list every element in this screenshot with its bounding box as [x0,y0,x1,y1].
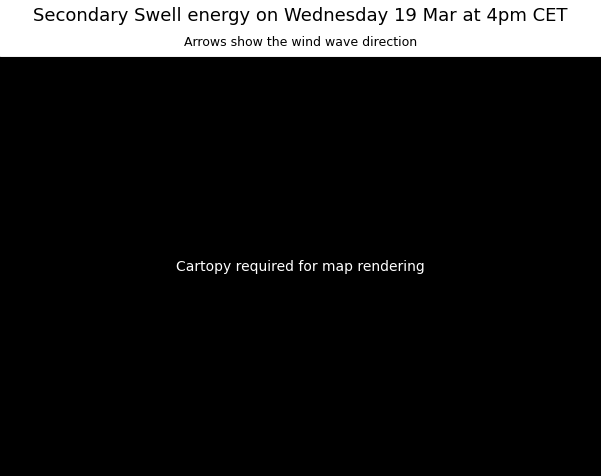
Text: Secondary Swell energy on Wednesday 19 Mar at 4pm CET: Secondary Swell energy on Wednesday 19 M… [33,7,568,25]
Text: Arrows show the wind wave direction: Arrows show the wind wave direction [184,36,417,50]
Text: Cartopy required for map rendering: Cartopy required for map rendering [176,259,425,274]
